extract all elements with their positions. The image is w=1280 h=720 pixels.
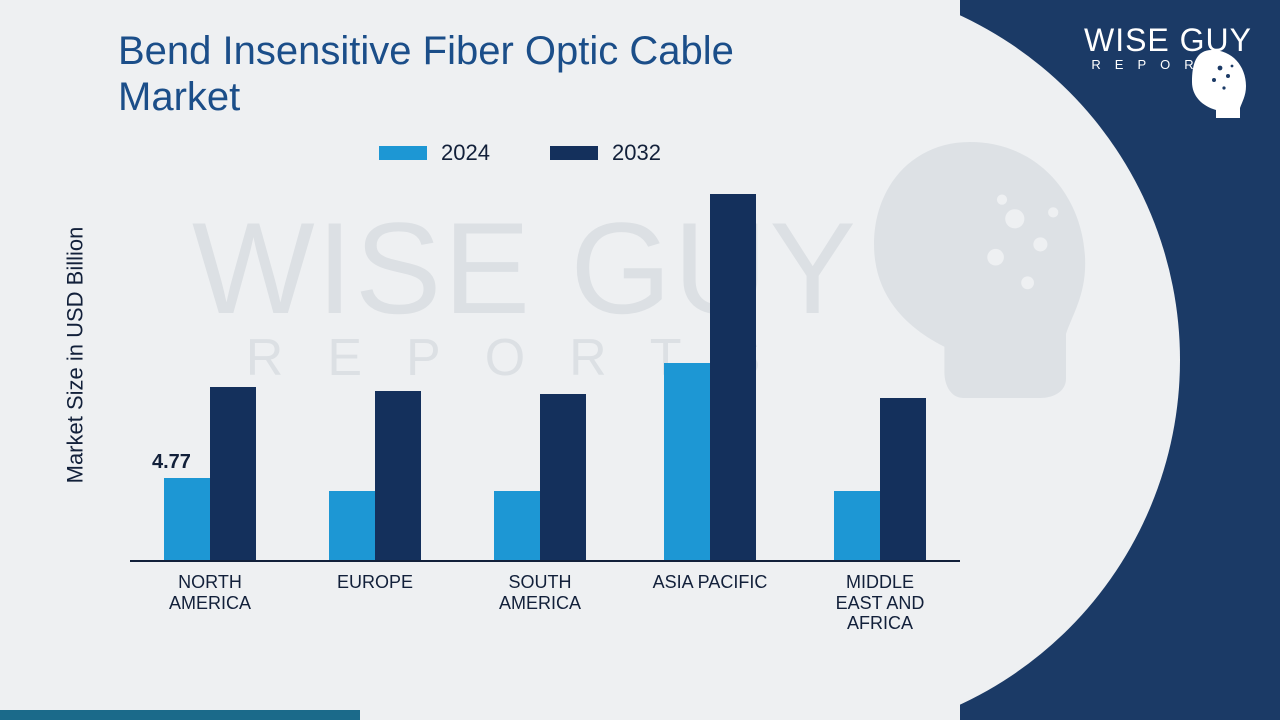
bar-group [480,394,600,560]
bar [375,391,421,560]
accent-bottom-bar [0,710,360,720]
bar [164,478,210,560]
x-axis-label: EUROPE [315,572,435,593]
y-axis-label: Market Size in USD Billion [60,140,90,570]
x-axis-label: NORTH AMERICA [150,572,270,613]
y-axis-label-text: Market Size in USD Billion [62,227,88,484]
brand-bottom: REPORTS [1084,58,1252,71]
x-axis-labels: NORTH AMERICA EUROPE SOUTH AMERICA ASIA PAC… [130,566,960,696]
bar [834,491,880,560]
bar-group: 4.77 [150,387,270,560]
legend-swatch-2024 [379,146,427,160]
legend-swatch-2032 [550,146,598,160]
bar [710,194,756,560]
right-brand-panel [960,0,1280,720]
bar-group [650,194,770,560]
brand-top: WISE GUY [1084,24,1252,56]
chart-area: Market Size in USD Billion 2024 2032 4.7… [60,140,980,700]
bar [664,363,710,560]
bar [210,387,256,560]
chart-canvas: WISE GUY REPORTS Bend Insensitive Fiber … [0,0,1280,720]
legend-label-2024: 2024 [441,140,490,166]
legend-item-2032: 2032 [550,140,661,166]
x-axis-label: SOUTH AMERICA [480,572,600,613]
brand-logo: WISE GUY REPORTS [1084,24,1252,71]
bar [540,394,586,560]
bar [880,398,926,560]
bar-group [315,391,435,560]
bar [494,491,540,560]
chart-title: Bend Insensitive Fiber Optic Cable Marke… [118,28,838,120]
legend: 2024 2032 [60,140,980,166]
bar-value-label: 4.77 [152,451,191,474]
bar [329,491,375,560]
plot-area: 4.77 [130,182,960,562]
bar-group [820,398,940,560]
legend-item-2024: 2024 [379,140,490,166]
x-axis-label: ASIA PACIFIC [650,572,770,593]
legend-label-2032: 2032 [612,140,661,166]
x-axis-label: MIDDLE EAST AND AFRICA [820,572,940,634]
